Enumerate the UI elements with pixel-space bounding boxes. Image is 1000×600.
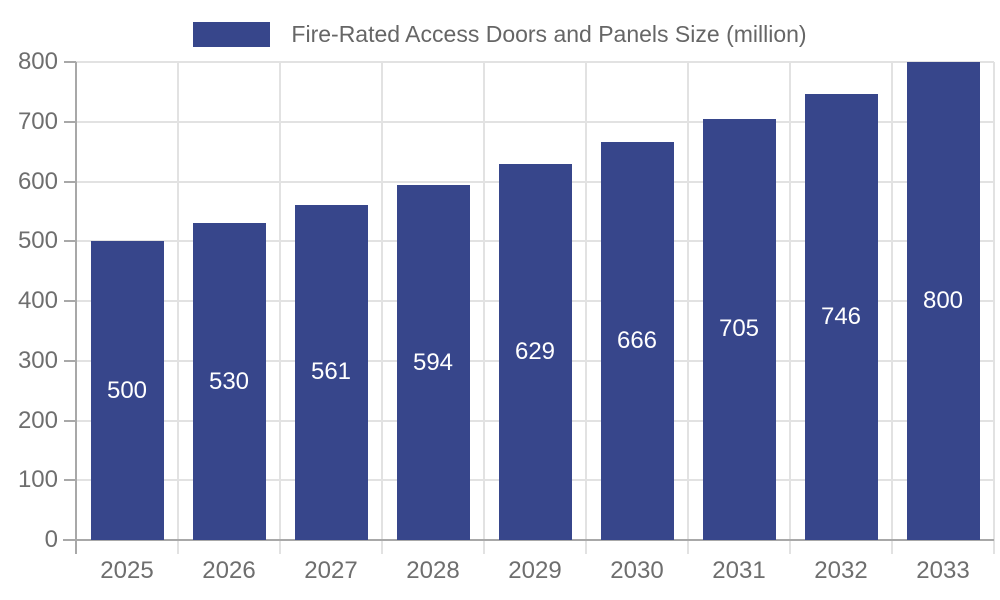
gridline-v [177, 62, 179, 554]
y-axis-tick-label: 0 [44, 526, 58, 553]
bar-value-label: 746 [820, 303, 862, 331]
gridline-v [789, 62, 791, 554]
x-axis-tick-label: 2033 [916, 557, 970, 584]
y-axis-tick [64, 479, 76, 482]
bar-2026: 530 [192, 223, 266, 540]
x-axis-tick-label: 2025 [100, 557, 154, 584]
gridline-h [76, 61, 994, 63]
bar-value-label: 705 [718, 315, 760, 343]
y-axis-tick-label: 500 [17, 227, 58, 255]
bar-2032: 746 [804, 94, 878, 540]
x-axis-tick-label: 2030 [610, 557, 664, 584]
gridline-v [687, 62, 689, 554]
y-axis-tick-label: 800 [17, 48, 58, 75]
gridline-v [279, 62, 281, 554]
bar-2028: 594 [396, 185, 470, 540]
y-axis-tick [64, 240, 76, 243]
gridline-v [891, 62, 893, 554]
x-axis-tick-label: 2028 [406, 557, 460, 584]
x-axis-line [63, 539, 994, 541]
y-axis-line [75, 62, 77, 554]
x-axis-tick-label: 2027 [304, 557, 358, 584]
bar-2033: 800 [906, 62, 980, 540]
bar-value-label: 666 [616, 327, 658, 355]
x-axis-tick-label: 2029 [508, 557, 562, 584]
y-axis-tick [64, 359, 76, 362]
chart-legend: Fire-Rated Access Doors and Panels Size … [0, 21, 1000, 48]
gridline-v [381, 62, 383, 554]
bar-value-label: 629 [514, 338, 556, 366]
y-axis-tick-label: 600 [17, 167, 58, 195]
bar-value-label: 530 [208, 367, 250, 395]
gridline-v [585, 62, 587, 554]
bar-value-label: 594 [412, 348, 454, 376]
bar-value-label: 500 [106, 376, 148, 404]
bar-value-label: 800 [922, 287, 964, 314]
y-axis-tick [64, 419, 76, 422]
bar-2029: 629 [498, 164, 572, 540]
y-axis-tick [64, 300, 76, 302]
y-axis-tick-label: 100 [17, 466, 58, 494]
plot-area: 2033 2032 2031 2030 2029 2028 2027 2026 2025 800 7… [18, 48, 995, 584]
bar-2030: 666 [600, 142, 674, 540]
y-axis-tick-label: 200 [17, 406, 58, 434]
bar-2031: 705 [702, 118, 776, 540]
bar-value-label: 561 [310, 358, 352, 386]
y-axis-tick [64, 180, 76, 183]
y-axis-tick [64, 120, 76, 123]
x-axis-tick-label: 2031 [712, 557, 766, 584]
y-axis-tick-label: 300 [17, 346, 58, 374]
bar-2025: 500 [90, 241, 164, 540]
gridline-v [993, 62, 995, 554]
y-axis-tick [64, 61, 76, 63]
x-axis-tick-label: 2032 [814, 557, 868, 584]
x-axis-tick-label: 2026 [202, 557, 256, 584]
legend-swatch [193, 22, 271, 47]
bar-2027: 561 [294, 204, 368, 540]
y-axis-tick-label: 400 [17, 287, 58, 314]
gridline-h [76, 120, 994, 123]
legend-label: Fire-Rated Access Doors and Panels Size … [291, 21, 807, 47]
y-axis-tick-label: 700 [17, 107, 58, 135]
gridline-v [483, 62, 485, 554]
